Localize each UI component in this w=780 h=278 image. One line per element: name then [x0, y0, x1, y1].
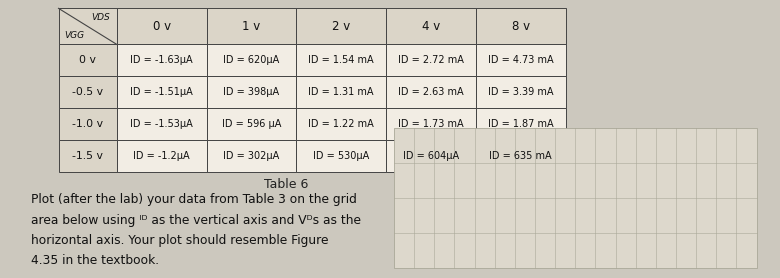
Bar [386, 140, 476, 172]
Bar [394, 128, 757, 268]
Bar [386, 44, 476, 76]
Text: ID = -1.2μA: ID = -1.2μA [133, 151, 190, 161]
Text: ID = -1.63μA: ID = -1.63μA [130, 55, 193, 65]
Text: ID = 635 mA: ID = 635 mA [489, 151, 552, 161]
Text: ID = 302μA: ID = 302μA [223, 151, 279, 161]
Text: ID = 620μA: ID = 620μA [223, 55, 279, 65]
Text: ID = 530μA: ID = 530μA [313, 151, 369, 161]
Text: ID = 2.63 mA: ID = 2.63 mA [398, 87, 463, 97]
Bar [296, 140, 386, 172]
Bar [296, 44, 386, 76]
Text: VGG: VGG [65, 31, 85, 40]
Text: 4 v: 4 v [422, 20, 440, 33]
Bar [117, 108, 207, 140]
Text: ID = 3.39 mA: ID = 3.39 mA [488, 87, 553, 97]
Text: horizontal axis. Your plot should resemble Figure: horizontal axis. Your plot should resemb… [31, 234, 328, 247]
Bar [476, 140, 566, 172]
Text: ID = -1.53μA: ID = -1.53μA [130, 119, 193, 129]
Text: ID = 1.87 mA: ID = 1.87 mA [488, 119, 554, 129]
Bar [207, 140, 296, 172]
Text: ID = 596 μA: ID = 596 μA [222, 119, 281, 129]
Text: -1.5 v: -1.5 v [73, 151, 103, 161]
Bar [476, 76, 566, 108]
Text: 0 v: 0 v [153, 20, 171, 33]
Text: ID = 1.22 mA: ID = 1.22 mA [308, 119, 374, 129]
Bar [58, 140, 117, 172]
Text: ID = 398μA: ID = 398μA [223, 87, 279, 97]
Text: Table 6: Table 6 [264, 178, 309, 191]
Text: ID = 4.73 mA: ID = 4.73 mA [488, 55, 554, 65]
Text: VDS: VDS [91, 13, 110, 22]
Text: ID = 604μA: ID = 604μA [402, 151, 459, 161]
Bar [58, 108, 117, 140]
Bar [207, 44, 296, 76]
Text: Plot (after the lab) your data from Table 3 on the grid: Plot (after the lab) your data from Tabl… [31, 193, 357, 206]
Text: 1 v: 1 v [243, 20, 261, 33]
Bar [58, 76, 117, 108]
Bar [476, 44, 566, 76]
Text: ID = -1.51μA: ID = -1.51μA [130, 87, 193, 97]
Bar [117, 76, 207, 108]
Bar [296, 108, 386, 140]
Text: ID = 1.31 mA: ID = 1.31 mA [308, 87, 374, 97]
Bar [386, 8, 476, 44]
Bar [207, 76, 296, 108]
Bar [117, 44, 207, 76]
Text: -1.0 v: -1.0 v [73, 119, 103, 129]
Bar [58, 44, 117, 76]
Bar [296, 8, 386, 44]
Bar [117, 140, 207, 172]
Bar [207, 8, 296, 44]
Text: area below using ᴵᴰ as the vertical axis and Vᴰs as the: area below using ᴵᴰ as the vertical axis… [31, 214, 361, 227]
Bar [386, 76, 476, 108]
Text: ID = 2.72 mA: ID = 2.72 mA [398, 55, 464, 65]
Bar [207, 108, 296, 140]
Text: -0.5 v: -0.5 v [73, 87, 103, 97]
Bar [476, 8, 566, 44]
Text: ID = 1.73 mA: ID = 1.73 mA [398, 119, 463, 129]
Bar [117, 8, 207, 44]
Bar [386, 108, 476, 140]
Bar [476, 108, 566, 140]
Text: ID = 1.54 mA: ID = 1.54 mA [308, 55, 374, 65]
Text: 0 v: 0 v [80, 55, 96, 65]
Text: 4.35 in the textbook.: 4.35 in the textbook. [31, 254, 159, 267]
Text: 2 v: 2 v [332, 20, 350, 33]
Bar [58, 8, 117, 44]
Bar [296, 76, 386, 108]
Text: 8 v: 8 v [512, 20, 530, 33]
